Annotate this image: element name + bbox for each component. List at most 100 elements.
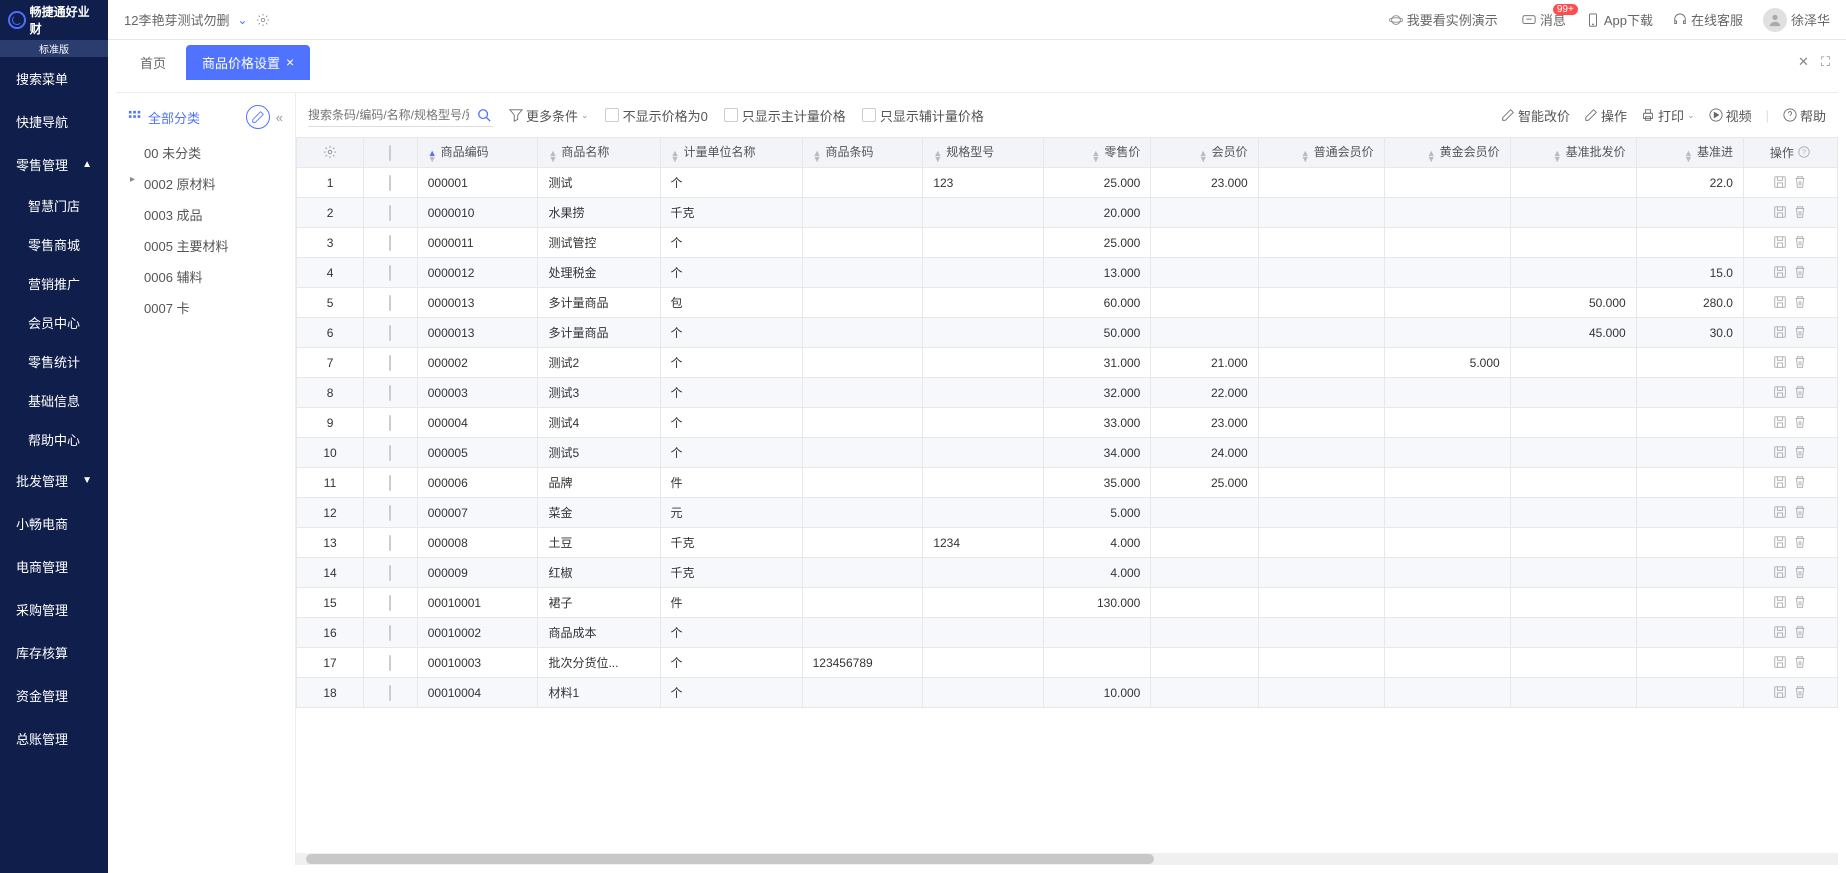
row-checkbox[interactable] [364,678,418,708]
col-header[interactable]: ▲▼商品编码 [417,138,538,168]
save-row-icon[interactable] [1773,385,1787,400]
tree-item[interactable]: 0002 原材料 [120,168,291,199]
save-row-icon[interactable] [1773,265,1787,280]
table-row[interactable]: 1800010004材料1个10.000 [297,678,1838,708]
nav-item[interactable]: 总账管理 [0,717,108,760]
cell-gold-member-price[interactable] [1384,228,1510,258]
nav-item[interactable]: 采购管理 [0,588,108,631]
cell-member-price[interactable] [1151,288,1258,318]
table-row[interactable]: 20000010水果捞千克20.000 [297,198,1838,228]
cell-retail-price[interactable]: 32.000 [1044,378,1151,408]
delete-row-icon[interactable] [1793,355,1807,370]
cell-member-price[interactable]: 23.000 [1151,408,1258,438]
cell-retail-price[interactable]: 4.000 [1044,528,1151,558]
row-checkbox[interactable] [364,648,418,678]
cell-base-price[interactable] [1636,618,1743,648]
operate-button[interactable]: 操作 [1584,106,1627,125]
row-checkbox[interactable] [364,258,418,288]
cell-retail-price[interactable]: 25.000 [1044,228,1151,258]
cell-gold-member-price[interactable] [1384,258,1510,288]
col-header[interactable]: 操作 ? [1743,138,1837,168]
collapse-icon[interactable]: « [276,110,283,125]
more-filters[interactable]: 更多条件⌄ [509,106,589,125]
nav-sub-item[interactable]: 帮助中心 [0,420,108,459]
nav-item[interactable]: 电商管理 [0,545,108,588]
cell-normal-member-price[interactable] [1258,378,1384,408]
tab-home[interactable]: 首页 [124,45,182,80]
cell-base-price[interactable]: 30.0 [1636,318,1743,348]
table-row[interactable]: 60000013多计量商品个50.00045.00030.0 [297,318,1838,348]
org-selector[interactable]: 12李艳芽测试勿删 ⌄ [124,10,1365,29]
delete-row-icon[interactable] [1793,595,1807,610]
cell-gold-member-price[interactable] [1384,378,1510,408]
tree-item[interactable]: 0006 辅料 [120,261,291,292]
cell-gold-member-price[interactable] [1384,438,1510,468]
nav-sub-item[interactable]: 基础信息 [0,381,108,420]
checkbox-aux-unit[interactable]: 只显示辅计量价格 [862,106,984,125]
cell-gold-member-price[interactable] [1384,528,1510,558]
checkbox-hide-zero[interactable]: 不显示价格为0 [605,106,708,125]
cell-wholesale-price[interactable] [1510,588,1636,618]
table-scroll[interactable]: ▲▼商品编码▲▼商品名称▲▼计量单位名称▲▼商品条码▲▼规格型号▲▼零售价▲▼会… [296,137,1838,853]
delete-row-icon[interactable] [1793,505,1807,520]
cell-normal-member-price[interactable] [1258,168,1384,198]
col-header[interactable]: ▲▼商品条码 [802,138,923,168]
cell-base-price[interactable]: 280.0 [1636,288,1743,318]
delete-row-icon[interactable] [1793,325,1807,340]
cell-member-price[interactable] [1151,618,1258,648]
delete-row-icon[interactable] [1793,445,1807,460]
cell-normal-member-price[interactable] [1258,498,1384,528]
delete-row-icon[interactable] [1793,385,1807,400]
fullscreen-icon[interactable]: ⛶ [1821,54,1830,70]
col-header[interactable]: ▲▼零售价 [1044,138,1151,168]
row-checkbox[interactable] [364,438,418,468]
nav-item[interactable]: 资金管理 [0,674,108,717]
cell-normal-member-price[interactable] [1258,528,1384,558]
user-menu[interactable]: 徐泽华 [1763,8,1830,32]
col-header[interactable]: ▲▼计量单位名称 [660,138,802,168]
delete-row-icon[interactable] [1793,175,1807,190]
cell-wholesale-price[interactable] [1510,618,1636,648]
delete-row-icon[interactable] [1793,655,1807,670]
table-row[interactable]: 12000007菜金元5.000 [297,498,1838,528]
row-checkbox[interactable] [364,198,418,228]
cell-normal-member-price[interactable] [1258,558,1384,588]
cell-gold-member-price[interactable] [1384,588,1510,618]
row-checkbox[interactable] [364,348,418,378]
save-row-icon[interactable] [1773,445,1787,460]
cell-member-price[interactable] [1151,318,1258,348]
cell-normal-member-price[interactable] [1258,468,1384,498]
app-download-button[interactable]: App下载 [1586,10,1653,29]
row-checkbox[interactable] [364,528,418,558]
cell-wholesale-price[interactable] [1510,378,1636,408]
table-row[interactable]: 7000002测试2个31.00021.0005.000 [297,348,1838,378]
cell-wholesale-price[interactable] [1510,168,1636,198]
cell-normal-member-price[interactable] [1258,648,1384,678]
nav-item[interactable]: 小畅电商 [0,502,108,545]
table-row[interactable]: 30000011测试管控个25.000 [297,228,1838,258]
col-checkbox[interactable] [364,138,418,168]
cell-gold-member-price[interactable] [1384,168,1510,198]
cell-retail-price[interactable]: 5.000 [1044,498,1151,528]
table-row[interactable]: 1700010003批次分货位...个123456789 [297,648,1838,678]
cell-member-price[interactable]: 24.000 [1151,438,1258,468]
cell-base-price[interactable] [1636,408,1743,438]
cell-retail-price[interactable]: 31.000 [1044,348,1151,378]
save-row-icon[interactable] [1773,535,1787,550]
cell-member-price[interactable] [1151,678,1258,708]
nav-sub-item[interactable]: 智慧门店 [0,186,108,225]
save-row-icon[interactable] [1773,475,1787,490]
cell-retail-price[interactable]: 130.000 [1044,588,1151,618]
table-row[interactable]: 13000008土豆千克12344.000 [297,528,1838,558]
cell-wholesale-price[interactable] [1510,648,1636,678]
table-row[interactable]: 1600010002商品成本个 [297,618,1838,648]
cell-normal-member-price[interactable] [1258,618,1384,648]
cell-wholesale-price[interactable] [1510,348,1636,378]
table-row[interactable]: 1000001测试个12325.00023.00022.0 [297,168,1838,198]
nav-retail[interactable]: 零售管理▲ [0,143,108,186]
cell-member-price[interactable] [1151,558,1258,588]
cell-normal-member-price[interactable] [1258,588,1384,618]
row-checkbox[interactable] [364,228,418,258]
cell-gold-member-price[interactable]: 5.000 [1384,348,1510,378]
cell-wholesale-price[interactable] [1510,228,1636,258]
